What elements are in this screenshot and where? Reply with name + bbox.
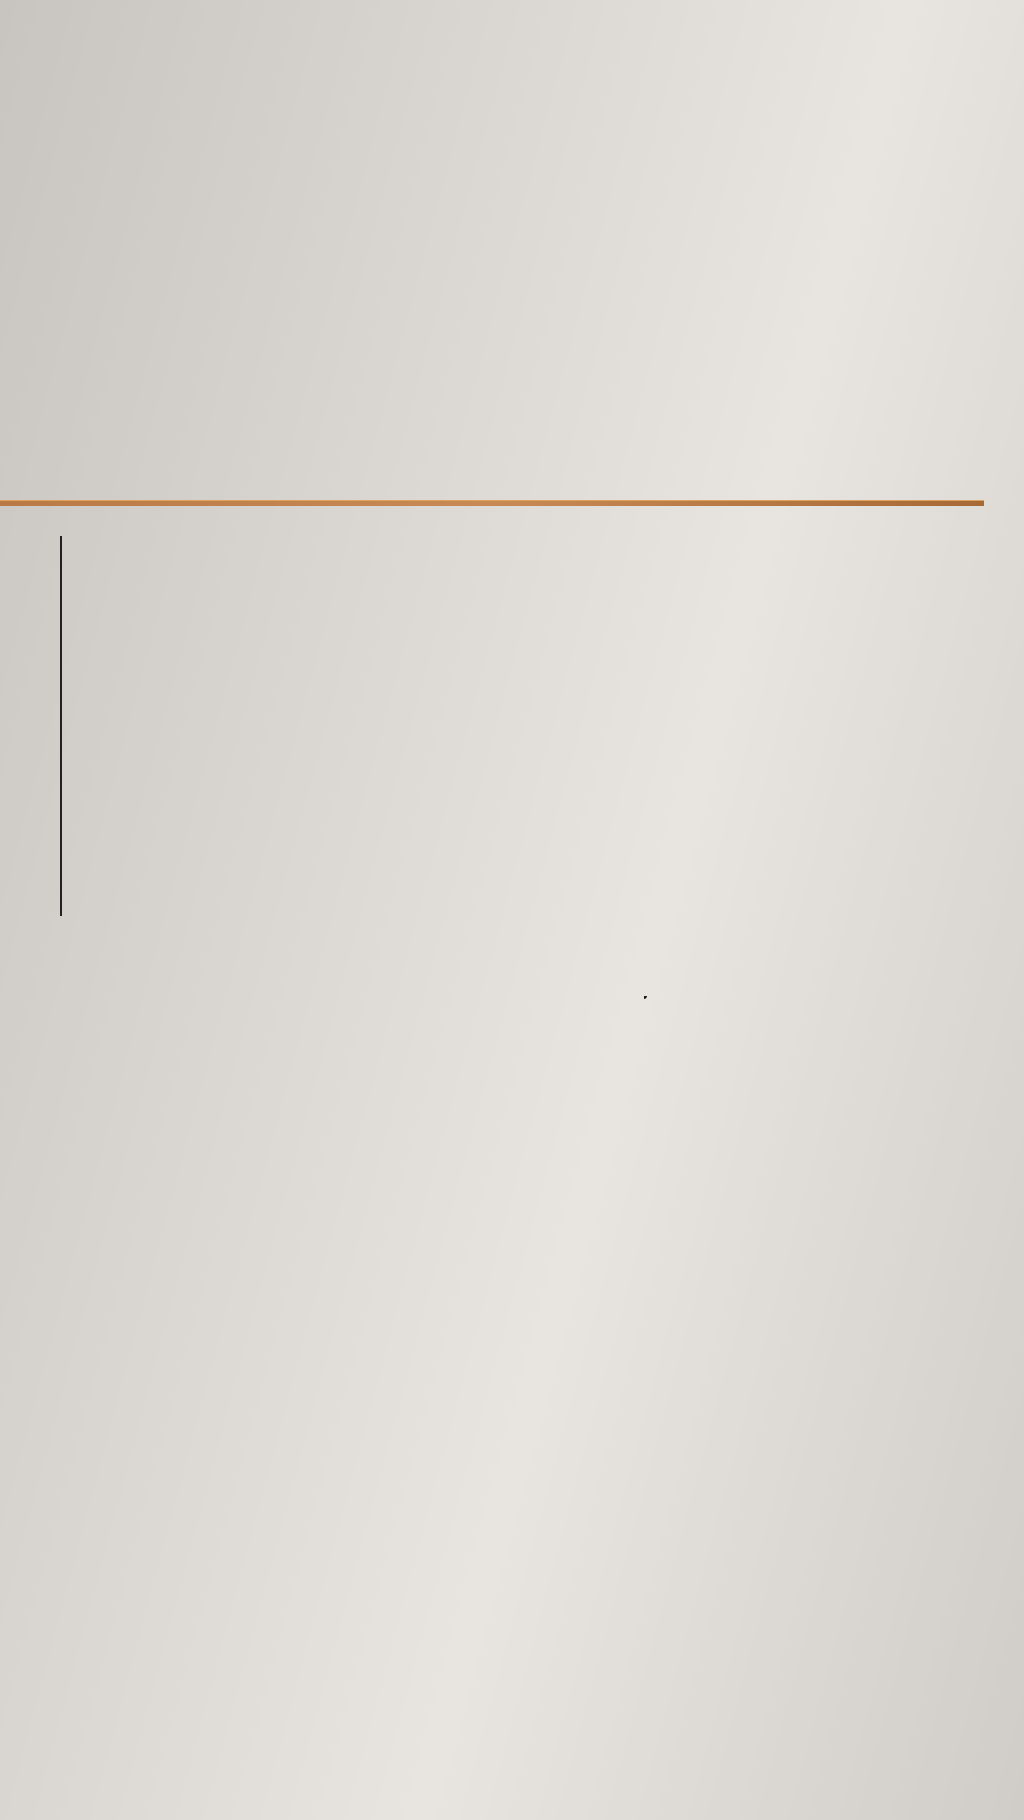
klmn-problem-block — [0, 20, 984, 460]
abcd-figure — [162, 614, 642, 874]
circle-figure — [644, 996, 984, 1196]
section-divider — [0, 500, 984, 506]
klmn-figure — [544, 100, 924, 420]
klmn-text — [0, 20, 560, 144]
question-4-block — [0, 536, 984, 916]
left-margin-fragments — [0, 536, 40, 916]
circle-definition-block — [0, 996, 984, 1196]
vertical-rule — [60, 536, 62, 916]
